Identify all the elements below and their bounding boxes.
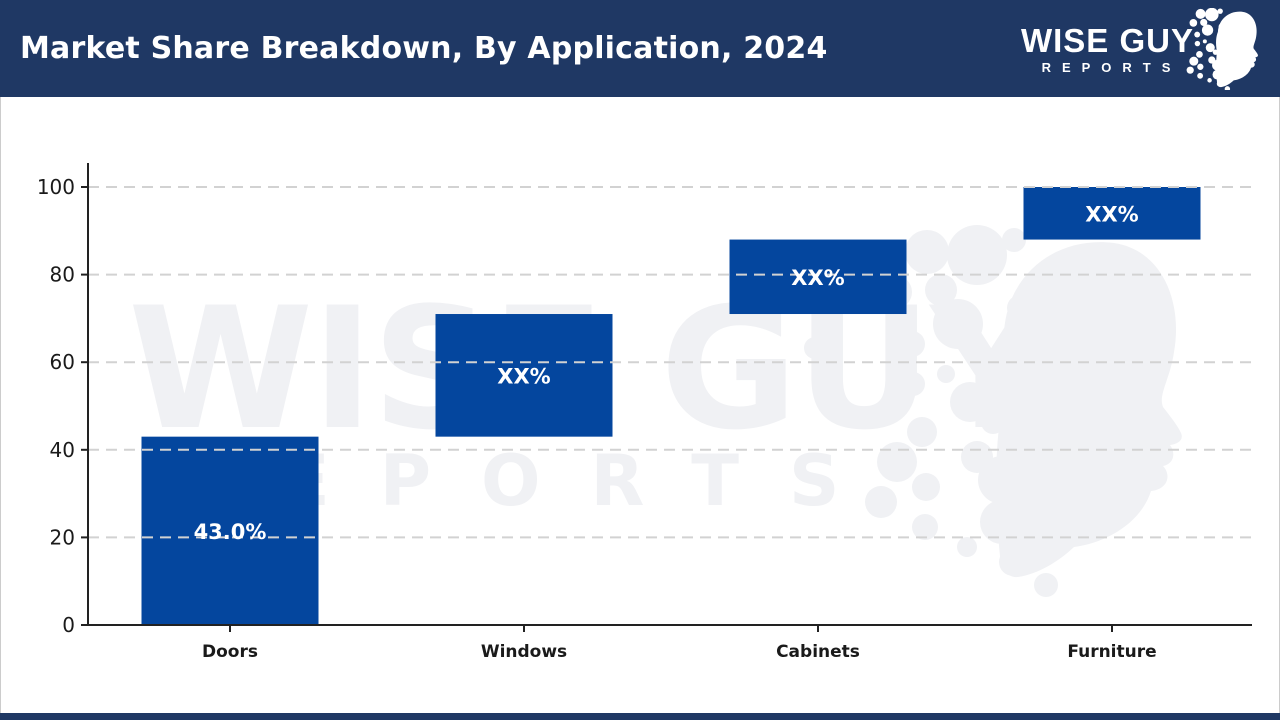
page-title: Market Share Breakdown, By Application, …	[20, 31, 828, 66]
y-tick-label-40: 40	[50, 438, 75, 462]
logo-wordmark-line1: WISE GUY	[1020, 21, 1194, 59]
x-tick-label-doors: Doors	[202, 642, 258, 662]
bar-cabinets	[729, 239, 907, 315]
y-tick-label-80: 80	[50, 263, 75, 287]
logo-wordmark-line2: REPORTS	[1041, 59, 1182, 75]
y-tick-label-0: 0	[62, 613, 75, 637]
bar-labels: 43.0% XX% XX% XX%	[194, 202, 1139, 544]
logo-wordmark: WISE GUY REPORTS	[1021, 24, 1194, 75]
x-tick-label-windows: Windows	[481, 642, 567, 662]
footer-bar	[0, 713, 1280, 720]
bars	[141, 187, 1201, 625]
y-tick-label-20: 20	[50, 525, 75, 549]
bar-furniture	[1023, 187, 1201, 240]
x-tick-label-furniture: Furniture	[1067, 642, 1156, 662]
y-tick-label-100: 100	[37, 175, 75, 199]
header-bar: Market Share Breakdown, By Application, …	[0, 0, 1280, 97]
watermark-dot	[804, 337, 826, 359]
bar-doors	[141, 436, 319, 625]
x-tick-label-cabinets: Cabinets	[776, 642, 860, 662]
bar-label-windows: XX%	[497, 364, 550, 388]
logo: WISE GUY REPORTS	[1021, 4, 1268, 94]
bar-windows	[435, 314, 613, 437]
axes: 0 20 40 60 80 100 Doors Windows Cabinets Furnitur…	[37, 163, 1252, 662]
bar-label-doors: 43.0%	[194, 520, 267, 544]
bar-label-cabinets: XX%	[791, 266, 844, 290]
bar-label-furniture: XX%	[1085, 202, 1138, 226]
y-tick-label-60: 60	[50, 350, 75, 374]
gridlines	[88, 186, 1252, 539]
